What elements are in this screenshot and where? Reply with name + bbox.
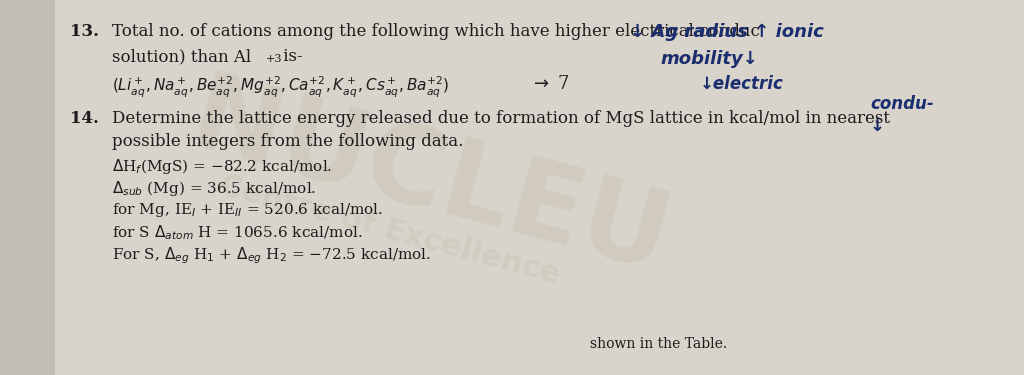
Text: Total no. of cations among the following which have higher electrical conduc: Total no. of cations among the following… [112,23,760,40]
Text: mobility↓: mobility↓ [660,50,758,68]
Text: $\Delta_{sub}$ (Mg) = 36.5 kcal/mol.: $\Delta_{sub}$ (Mg) = 36.5 kcal/mol. [112,179,316,198]
Text: ↓ Ag radius ↑ ionic: ↓ Ag radius ↑ ionic [630,23,823,41]
Text: $\Delta$H$_f$(MgS) = $-$82.2 kcal/mol.: $\Delta$H$_f$(MgS) = $-$82.2 kcal/mol. [112,157,332,176]
Text: solution) than Al: solution) than Al [112,48,251,65]
Text: ↓: ↓ [870,117,885,135]
Text: For S, $\Delta_{eg}$ H$_1$ + $\Delta_{eg}$ H$_2$ = $-$72.5 kcal/mol.: For S, $\Delta_{eg}$ H$_1$ + $\Delta_{eg… [112,245,431,266]
Text: +3: +3 [266,54,283,64]
Text: is-: is- [278,48,303,65]
Text: shown in the Table.: shown in the Table. [590,337,727,351]
Text: $\rightarrow$ 7: $\rightarrow$ 7 [530,75,570,93]
Text: 14.: 14. [70,110,99,127]
Text: condu-: condu- [870,95,934,113]
Text: for Mg, IE$_I$ + IE$_{II}$ = 520.6 kcal/mol.: for Mg, IE$_I$ + IE$_{II}$ = 520.6 kcal/… [112,201,383,219]
Text: 13.: 13. [70,23,99,40]
Text: Determine the lattice energy released due to formation of MgS lattice in kcal/mo: Determine the lattice energy released du… [112,110,890,127]
Text: NUCLEU: NUCLEU [179,65,680,295]
Text: ↓electric: ↓electric [700,75,784,93]
Text: $(Li^+_{aq}, Na^+_{aq}, Be^{+2}_{aq}, Mg^{+2}_{aq}, Ca^{+2}_{aq}, K^+_{aq}, Cs^+: $(Li^+_{aq}, Na^+_{aq}, Be^{+2}_{aq}, Mg… [112,75,450,100]
Bar [0,0,55,375]
Text: Centre of Excellence: Centre of Excellence [217,171,563,290]
Text: possible integers from the following data.: possible integers from the following dat… [112,133,464,150]
Text: for S $\Delta_{atom}$ H = 1065.6 kcal/mol.: for S $\Delta_{atom}$ H = 1065.6 kcal/mo… [112,223,362,242]
